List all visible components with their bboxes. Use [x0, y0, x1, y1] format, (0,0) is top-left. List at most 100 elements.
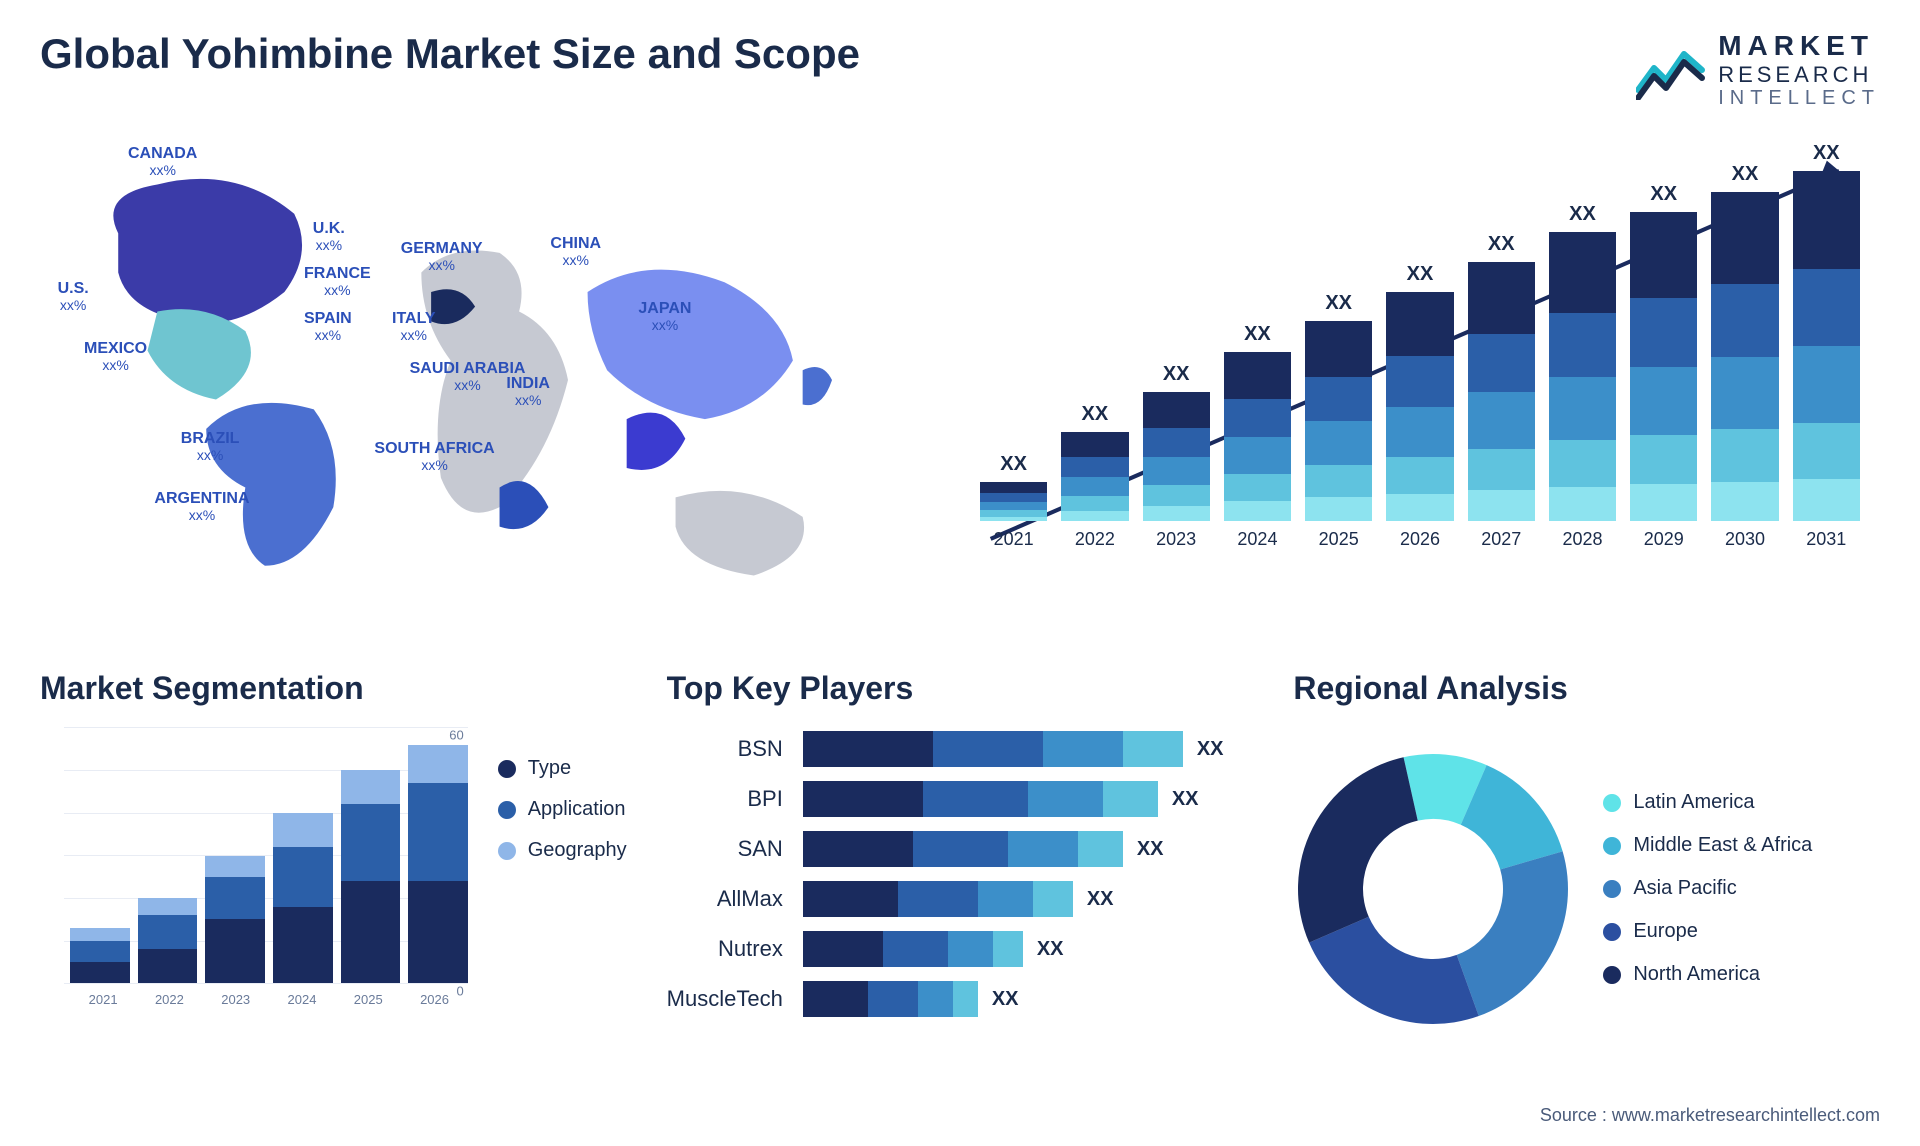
growth-segment — [1224, 399, 1291, 436]
kp-stack — [803, 931, 1023, 967]
growth-segment — [1386, 457, 1453, 494]
growth-segment — [1468, 334, 1535, 391]
legend-item: Middle East & Africa — [1603, 834, 1812, 857]
map-label: INDIAxx% — [506, 375, 550, 408]
seg-stack — [341, 770, 401, 983]
growth-segment — [1143, 392, 1210, 428]
growth-segment — [1061, 496, 1128, 510]
growth-bar-stack — [1143, 392, 1210, 522]
legend-dot — [1603, 966, 1621, 984]
map-label: JAPANxx% — [638, 300, 691, 333]
kp-segment — [948, 931, 993, 967]
growth-segment — [1793, 423, 1860, 479]
growth-segment — [1549, 313, 1616, 377]
kp-segment — [1123, 731, 1183, 767]
growth-year-label: 2025 — [1319, 529, 1359, 550]
kp-segment — [803, 731, 933, 767]
legend-label: North America — [1633, 963, 1760, 986]
kp-segment — [1043, 731, 1123, 767]
growth-segment — [980, 517, 1047, 522]
kp-label: MuscleTech — [667, 981, 783, 1017]
legend-label: Application — [528, 798, 626, 821]
growth-column: XX 2031 — [1793, 142, 1860, 550]
kp-label: BPI — [747, 781, 782, 817]
seg-segment — [138, 898, 198, 915]
growth-segment — [1143, 485, 1210, 506]
kp-segment — [918, 981, 953, 1017]
world-map-panel: CANADAxx%U.S.xx%MEXICOxx%BRAZILxx%ARGENT… — [40, 130, 920, 630]
seg-segment — [341, 881, 401, 983]
kp-segment — [1033, 881, 1073, 917]
kp-segment — [898, 881, 978, 917]
map-label: ITALYxx% — [392, 310, 436, 343]
growth-value-label: XX — [1569, 203, 1596, 226]
gridline — [64, 983, 468, 984]
seg-stack — [408, 745, 468, 984]
kp-stack — [803, 831, 1123, 867]
seg-stack — [70, 928, 130, 983]
logo-icon — [1636, 40, 1706, 100]
kp-segment — [803, 931, 883, 967]
growth-segment — [1468, 392, 1535, 449]
key-players-bars: XXXXXXXXXXXX — [803, 727, 1254, 1050]
kp-segment — [953, 981, 978, 1017]
growth-year-label: 2028 — [1562, 529, 1602, 550]
seg-stack — [273, 813, 333, 984]
growth-segment — [1711, 357, 1778, 430]
growth-segment — [1549, 377, 1616, 441]
growth-segment — [1224, 474, 1291, 501]
growth-value-label: XX — [1813, 142, 1840, 165]
legend-item: Type — [498, 757, 627, 780]
growth-segment — [1386, 356, 1453, 407]
growth-column: XX 2028 — [1549, 203, 1616, 551]
growth-segment — [1468, 449, 1535, 491]
segmentation-legend: TypeApplicationGeography — [498, 727, 627, 1050]
kp-row: XX — [803, 781, 1254, 817]
kp-segment — [803, 981, 868, 1017]
kp-row: XX — [803, 981, 1254, 1017]
kp-stack — [803, 881, 1073, 917]
growth-bar-stack — [1793, 171, 1860, 521]
regional-donut — [1293, 749, 1573, 1029]
growth-bar-stack — [1061, 432, 1128, 522]
legend-item: Asia Pacific — [1603, 877, 1812, 900]
legend-label: Latin America — [1633, 791, 1754, 814]
map-label: CANADAxx% — [128, 145, 197, 178]
seg-year: 2024 — [269, 992, 335, 1007]
growth-segment — [1224, 352, 1291, 400]
legend-label: Europe — [1633, 920, 1698, 943]
seg-year: 2026 — [401, 992, 467, 1007]
regional-legend: Latin America Middle East & Africa Asia Pa… — [1603, 791, 1812, 986]
growth-segment — [1549, 487, 1616, 522]
growth-segment — [1793, 479, 1860, 521]
map-label: MEXICOxx% — [84, 340, 147, 373]
growth-segment — [1793, 171, 1860, 269]
growth-year-label: 2027 — [1481, 529, 1521, 550]
growth-segment — [1711, 284, 1778, 357]
growth-year-label: 2031 — [1806, 529, 1846, 550]
seg-stack — [138, 898, 198, 983]
seg-segment — [138, 915, 198, 949]
kp-segment — [883, 931, 948, 967]
kp-row: XX — [803, 731, 1254, 767]
map-label: U.K.xx% — [313, 220, 345, 253]
seg-column — [138, 898, 198, 983]
growth-column: XX2021 — [980, 453, 1047, 551]
kp-label: BSN — [738, 731, 783, 767]
legend-dot — [498, 801, 516, 819]
growth-segment — [1305, 321, 1372, 377]
seg-year: 2021 — [70, 992, 136, 1007]
kp-stack — [803, 981, 978, 1017]
seg-column — [273, 813, 333, 984]
legend-label: Asia Pacific — [1633, 877, 1736, 900]
growth-year-label: 2022 — [1075, 529, 1115, 550]
segmentation-bars — [70, 727, 468, 983]
growth-segment — [1224, 501, 1291, 521]
kp-stack — [803, 731, 1183, 767]
seg-segment — [408, 745, 468, 783]
growth-segment — [1630, 435, 1697, 485]
growth-column: XX2027 — [1468, 233, 1535, 551]
growth-segment — [1061, 511, 1128, 522]
growth-bar-stack — [1224, 352, 1291, 522]
seg-segment — [273, 813, 333, 847]
